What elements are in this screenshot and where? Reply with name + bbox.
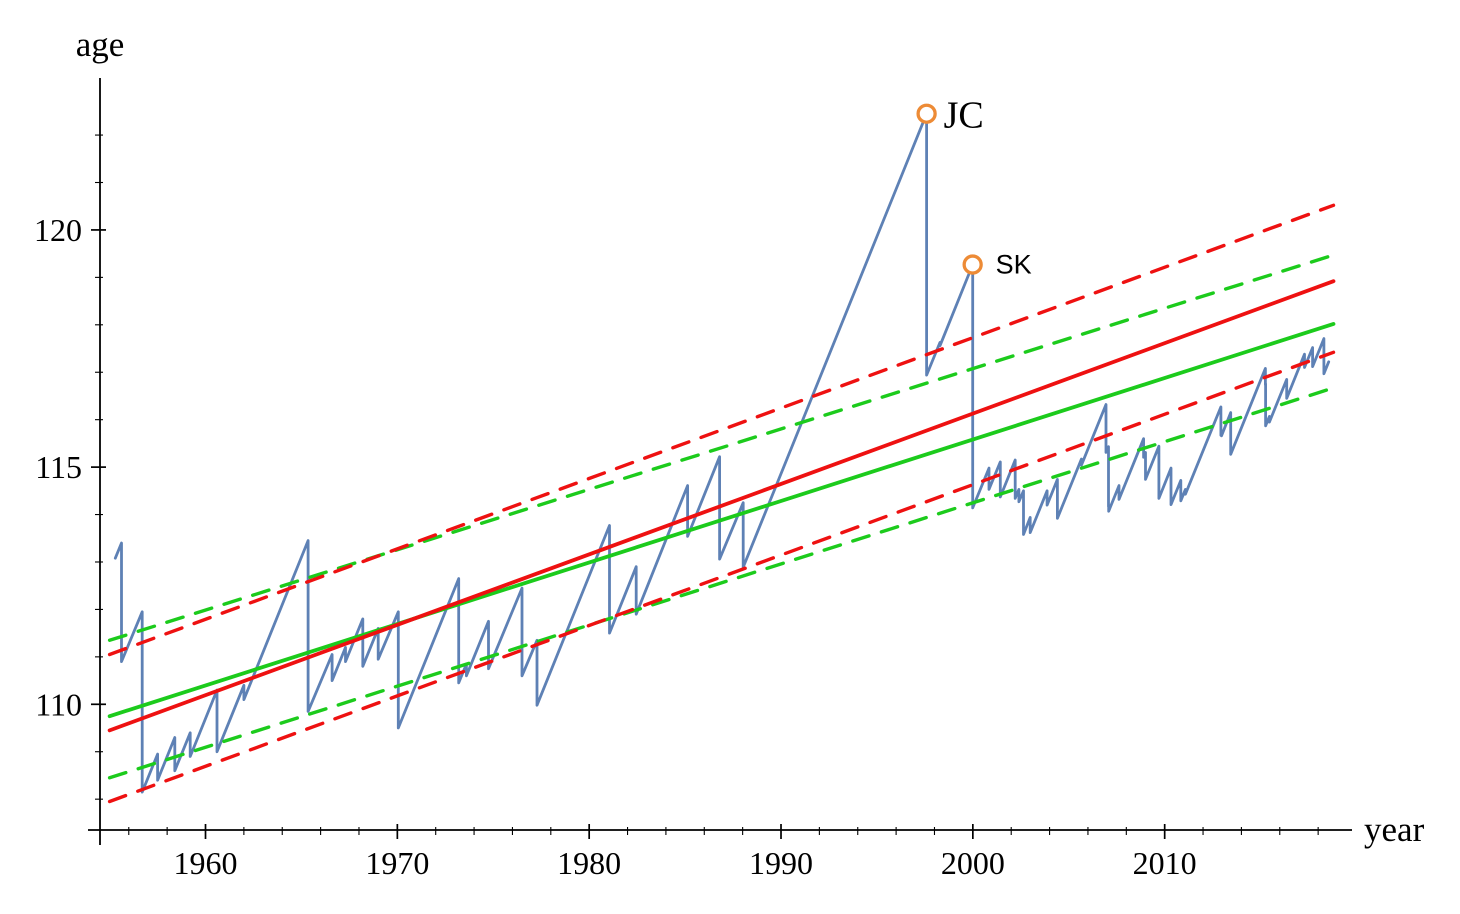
x-tick-label: 2000 xyxy=(941,845,1005,881)
y-tick-label: 120 xyxy=(34,212,82,248)
x-tick-label: 1980 xyxy=(557,845,621,881)
jc-marker xyxy=(916,103,937,124)
red-band-lower-line xyxy=(107,350,1336,804)
sk-label: SK xyxy=(996,250,1032,280)
oldest-living-person-age-line xyxy=(113,112,1331,794)
x-tick-label: 2010 xyxy=(1133,845,1197,881)
sk-marker xyxy=(962,254,983,275)
red-band-upper-line xyxy=(107,203,1336,657)
x-tick-label: 1960 xyxy=(174,845,238,881)
red-fit-line xyxy=(107,279,1336,733)
jc-label: JC xyxy=(944,95,984,137)
green-band-upper-line xyxy=(107,253,1336,642)
x-axis-label: year xyxy=(1364,810,1425,849)
y-tick-label: 115 xyxy=(35,449,82,485)
green-band-lower-line xyxy=(107,386,1336,780)
green-fit-line xyxy=(107,321,1336,719)
y-axis-label: age xyxy=(76,25,125,64)
x-tick-label: 1990 xyxy=(749,845,813,881)
x-tick-label: 1970 xyxy=(365,845,429,881)
y-tick-label: 110 xyxy=(35,686,82,722)
